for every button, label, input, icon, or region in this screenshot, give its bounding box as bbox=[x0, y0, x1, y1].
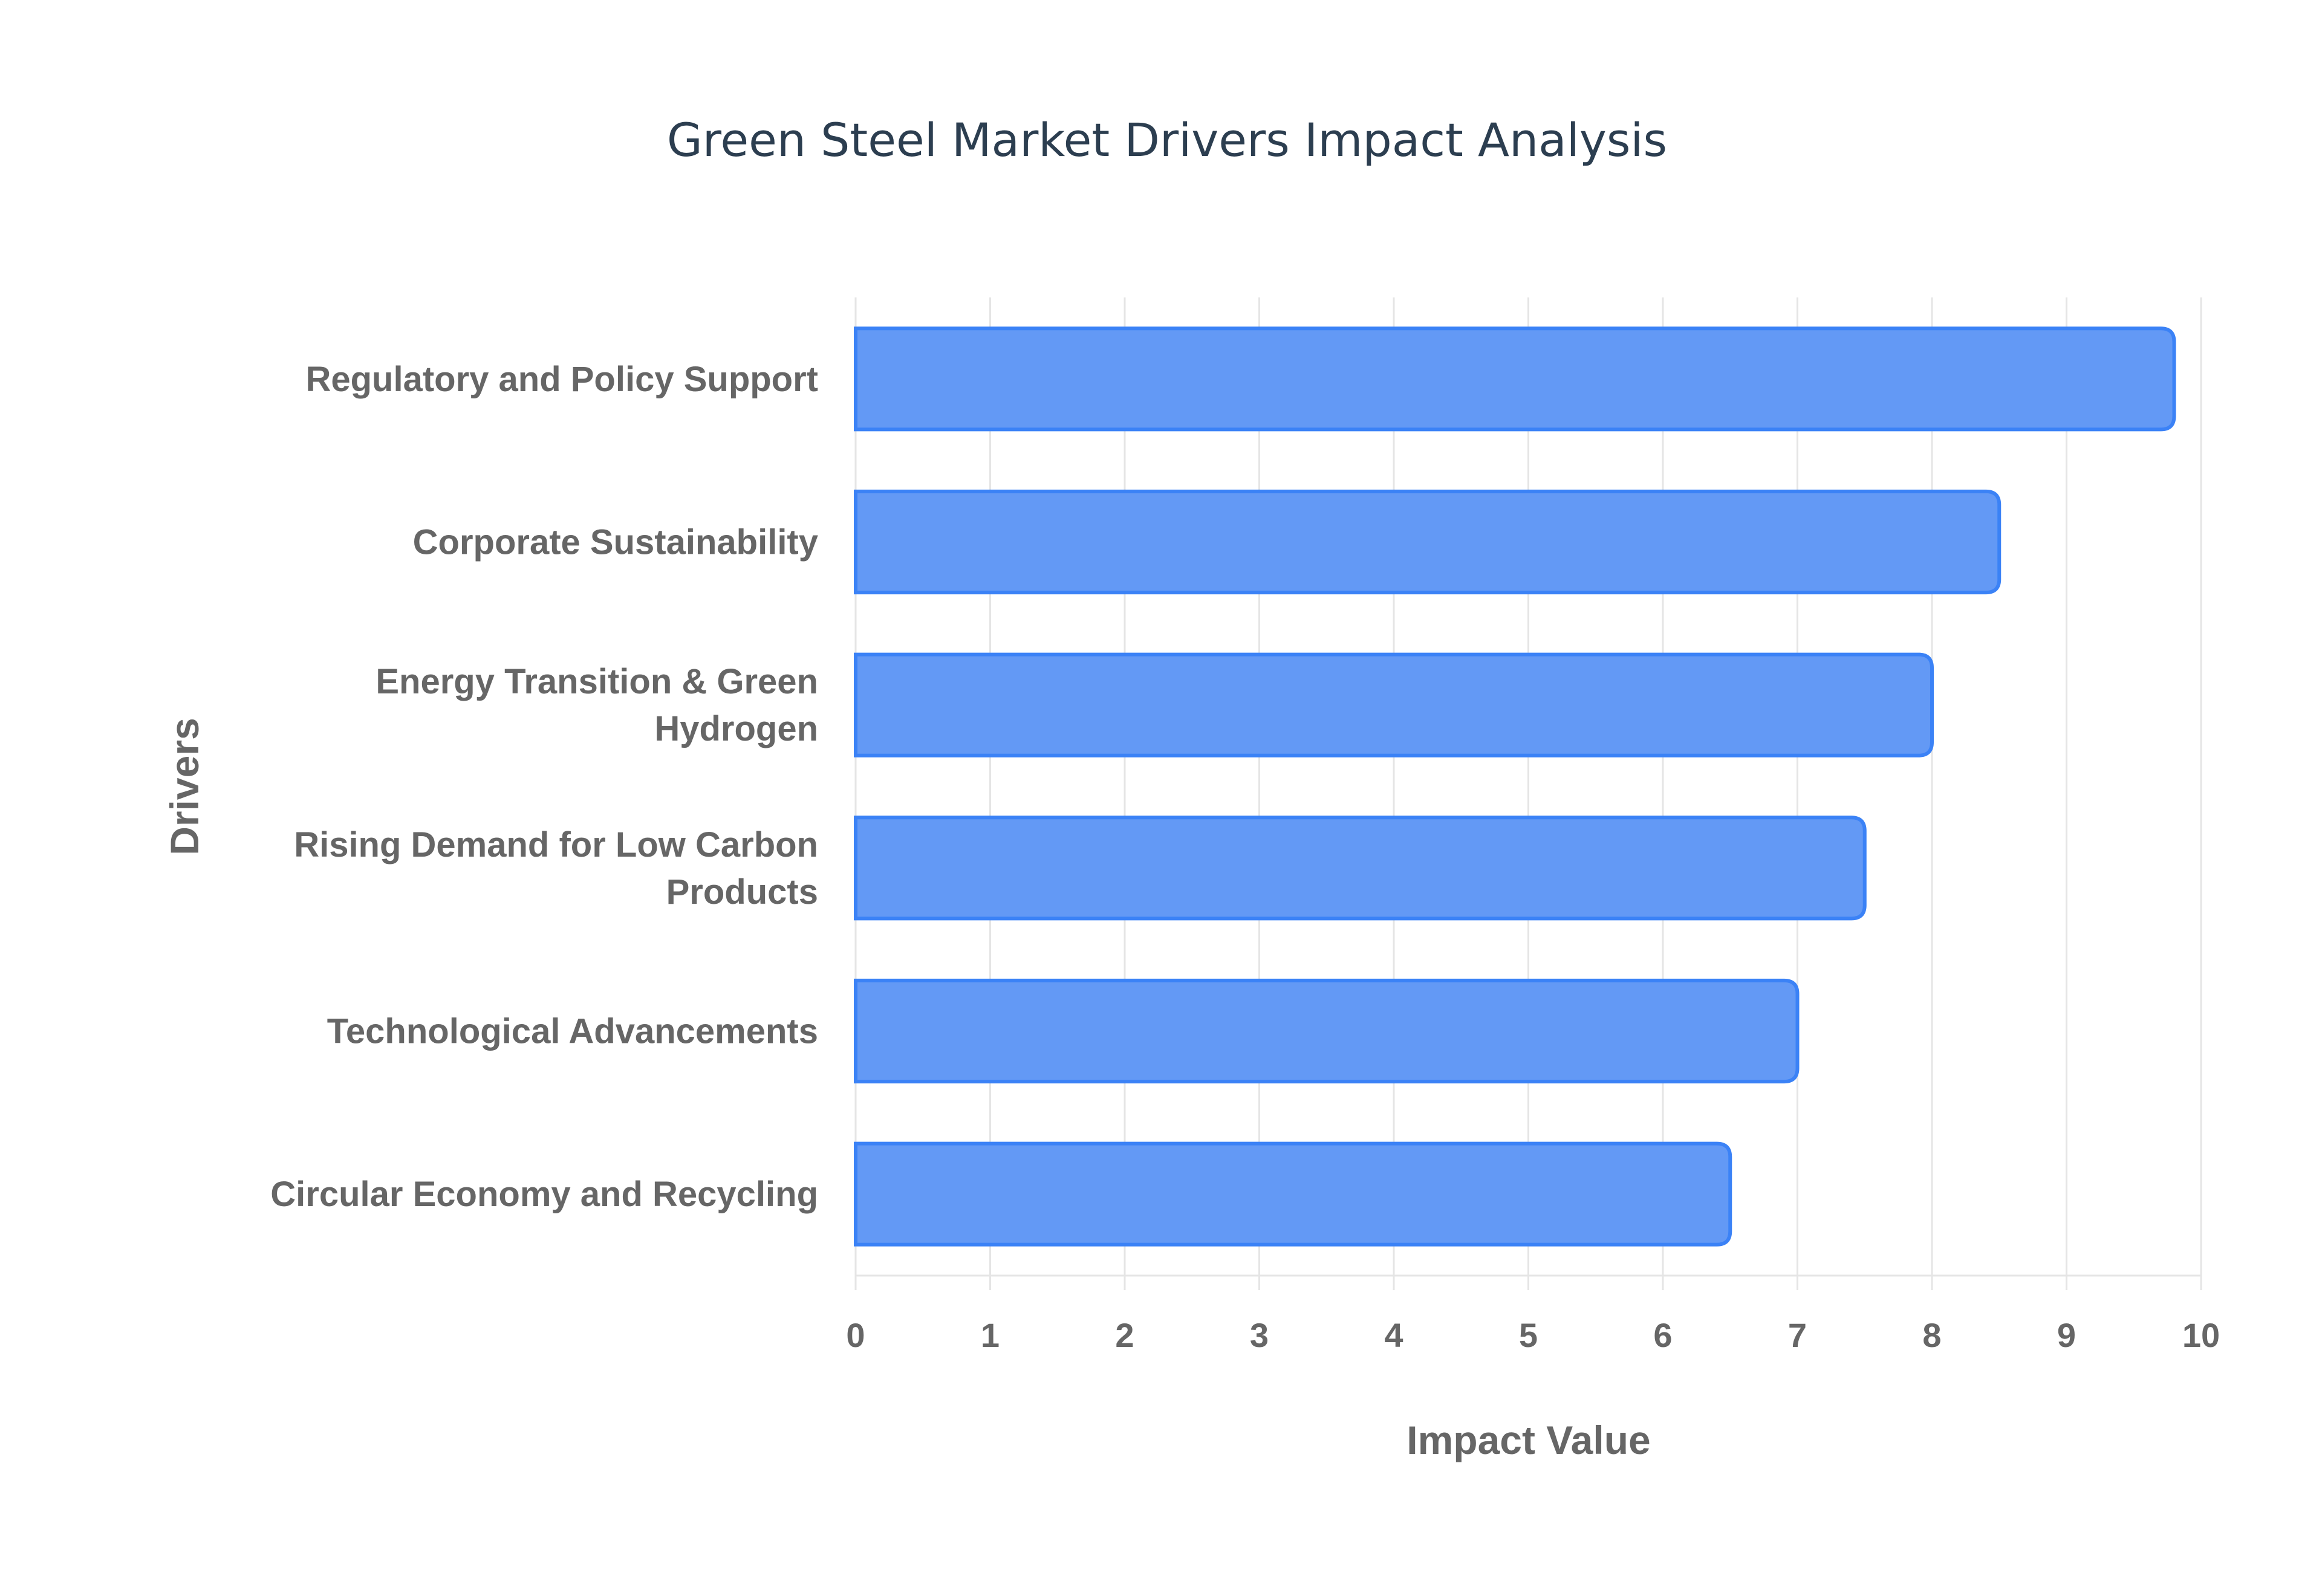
x-tick-label: 6 bbox=[1653, 1316, 1672, 1354]
x-tick-labels: 0 1 2 3 4 5 6 7 8 9 10 bbox=[846, 1316, 2220, 1354]
y-axis-title: Drivers bbox=[162, 718, 207, 855]
x-tick-label: 2 bbox=[1115, 1316, 1134, 1354]
x-tick-label: 9 bbox=[2057, 1316, 2076, 1354]
bar[interactable] bbox=[854, 816, 1867, 921]
bar[interactable] bbox=[854, 978, 1800, 1084]
category-label: Technological Advancements bbox=[327, 1012, 818, 1051]
gridlines bbox=[854, 297, 2202, 1290]
bar[interactable] bbox=[854, 652, 1934, 757]
x-tick-label: 7 bbox=[1788, 1316, 1807, 1354]
category-label: Corporate Sustainability bbox=[413, 523, 818, 562]
category-label: Rising Demand for Low Carbon bbox=[294, 825, 818, 864]
x-axis-title: Impact Value bbox=[1407, 1418, 1651, 1462]
x-tick-label: 1 bbox=[981, 1316, 1000, 1354]
bars bbox=[854, 326, 2176, 1247]
category-label: Hydrogen bbox=[654, 709, 818, 748]
x-tick-label: 3 bbox=[1250, 1316, 1269, 1354]
x-tick-label: 10 bbox=[2182, 1316, 2220, 1354]
x-tick-label: 5 bbox=[1519, 1316, 1538, 1354]
x-tick-label: 8 bbox=[1922, 1316, 1941, 1354]
bar[interactable] bbox=[854, 1141, 1732, 1247]
category-label: Products bbox=[666, 872, 818, 912]
bar[interactable] bbox=[854, 326, 2176, 432]
x-tick-label: 4 bbox=[1384, 1316, 1403, 1354]
chart-title: Green Steel Market Drivers Impact Analys… bbox=[667, 113, 1667, 167]
category-label: Regulatory and Policy Support bbox=[305, 360, 818, 399]
category-label: Circular Economy and Recycling bbox=[270, 1175, 818, 1214]
bar[interactable] bbox=[854, 489, 2002, 595]
category-label: Energy Transition & Green bbox=[376, 662, 818, 701]
y-category-labels: Regulatory and Policy Support Corporate S… bbox=[270, 360, 818, 1214]
x-tick-label: 0 bbox=[846, 1316, 865, 1354]
